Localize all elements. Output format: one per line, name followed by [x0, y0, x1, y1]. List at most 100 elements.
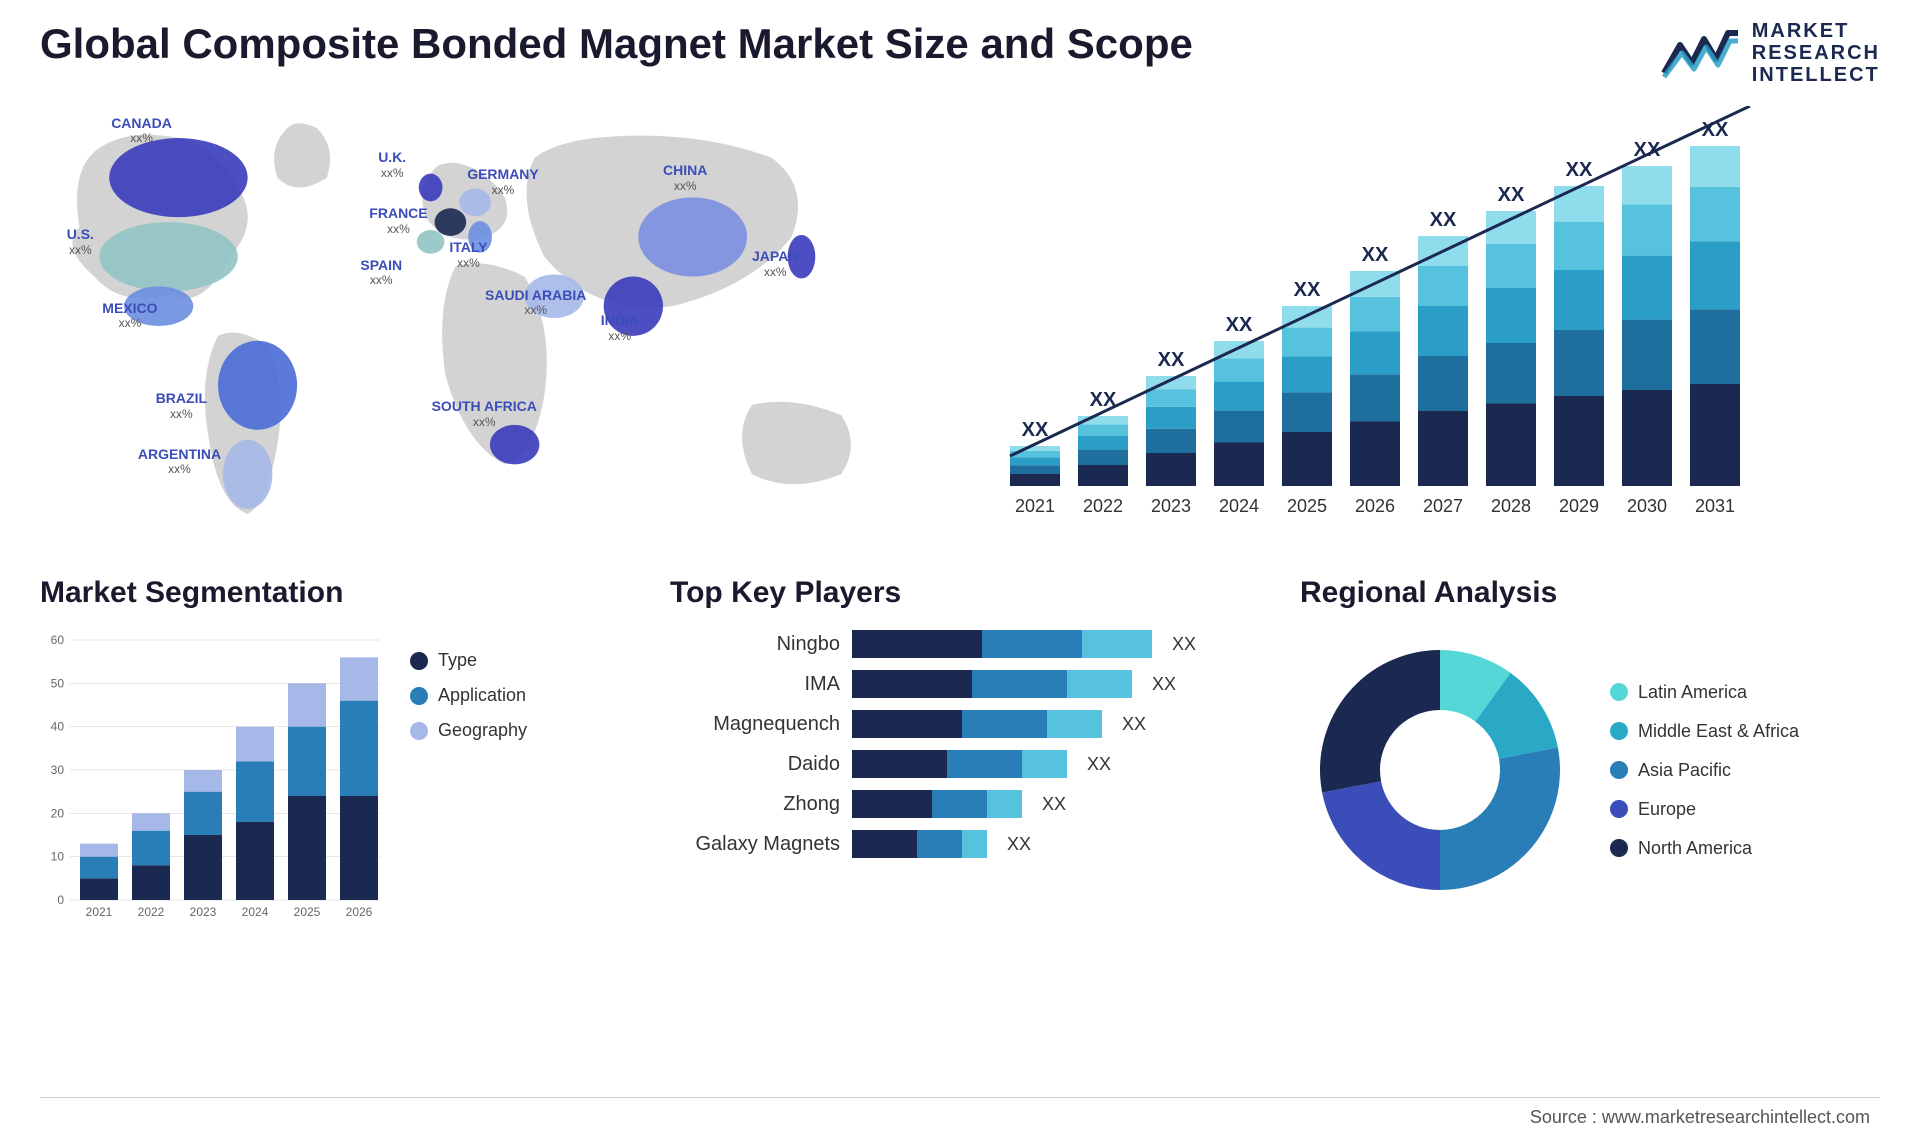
players-title: Top Key Players — [670, 576, 1250, 610]
svg-text:2027: 2027 — [1423, 496, 1463, 516]
svg-text:30: 30 — [51, 763, 65, 777]
svg-text:2025: 2025 — [294, 905, 321, 919]
player-row-ningbo: Ningbo XX — [670, 630, 1250, 658]
player-bar — [852, 630, 1152, 658]
svg-text:2028: 2028 — [1491, 496, 1531, 516]
legend-swatch — [410, 722, 428, 740]
svg-text:XX: XX — [1226, 314, 1253, 336]
players-list: NingboXXIMAXXMagnequenchXXDaidoXXZhongXX… — [670, 630, 1250, 858]
svg-text:0: 0 — [57, 893, 64, 907]
player-bar — [852, 710, 1102, 738]
map-label-u-k-: U.K.xx% — [378, 149, 406, 180]
map-label-italy: ITALYxx% — [449, 239, 487, 270]
player-bar — [852, 750, 1067, 778]
donut-legend: Latin AmericaMiddle East & AfricaAsia Pa… — [1610, 682, 1799, 859]
map-label-saudi-arabia: SAUDI ARABIAxx% — [485, 287, 586, 318]
player-bar — [852, 790, 1022, 818]
svg-text:2022: 2022 — [138, 905, 165, 919]
player-name: Daido — [670, 753, 840, 776]
svg-text:2029: 2029 — [1559, 496, 1599, 516]
svg-text:XX: XX — [1294, 279, 1321, 301]
region-legend-middle-east-africa: Middle East & Africa — [1610, 721, 1799, 742]
svg-text:2023: 2023 — [190, 905, 217, 919]
map-label-france: FRANCExx% — [369, 205, 427, 236]
player-row-zhong: Zhong XX — [670, 790, 1250, 818]
svg-text:60: 60 — [51, 633, 65, 647]
player-row-galaxy-magnets: Galaxy Magnets XX — [670, 830, 1250, 858]
regional-title: Regional Analysis — [1300, 576, 1880, 610]
player-bar — [852, 670, 1132, 698]
svg-text:2026: 2026 — [346, 905, 373, 919]
svg-text:2024: 2024 — [242, 905, 269, 919]
map-label-japan: JAPANxx% — [752, 248, 798, 279]
segmentation-title: Market Segmentation — [40, 576, 620, 610]
region-legend-latin-america: Latin America — [1610, 682, 1799, 703]
legend-swatch — [1610, 761, 1628, 779]
svg-text:2026: 2026 — [1355, 496, 1395, 516]
seg-legend-type: Type — [410, 650, 527, 671]
player-row-magnequench: MagnequenchXX — [670, 710, 1250, 738]
player-name: Galaxy Magnets — [670, 833, 840, 856]
segmentation-legend: Type Application Geography — [410, 630, 527, 930]
svg-text:2023: 2023 — [1151, 496, 1191, 516]
svg-text:2022: 2022 — [1083, 496, 1123, 516]
player-bar — [852, 830, 987, 858]
svg-text:2021: 2021 — [1015, 496, 1055, 516]
player-name: Zhong — [670, 793, 840, 816]
logo: MARKET RESEARCH INTELLECT — [1660, 20, 1880, 86]
map-label-germany: GERMANYxx% — [467, 166, 539, 197]
seg-legend-geography: Geography — [410, 720, 527, 741]
donut-chart — [1300, 630, 1580, 910]
player-row-daido: Daido XX — [670, 750, 1250, 778]
svg-text:XX: XX — [1498, 184, 1525, 206]
legend-swatch — [1610, 722, 1628, 740]
svg-text:40: 40 — [51, 720, 65, 734]
legend-swatch — [1610, 800, 1628, 818]
svg-text:XX: XX — [1362, 244, 1389, 266]
player-value: XX — [1007, 834, 1031, 855]
players-section: Top Key Players NingboXXIMAXXMagnequench… — [670, 576, 1250, 930]
region-legend-north-america: North America — [1610, 838, 1799, 859]
map-label-south-africa: SOUTH AFRICAxx% — [432, 398, 537, 429]
svg-text:XX: XX — [1158, 349, 1185, 371]
logo-icon — [1660, 25, 1740, 81]
regional-section: Regional Analysis Latin America Middle Ea… — [1300, 576, 1880, 930]
svg-text:10: 10 — [51, 850, 65, 864]
svg-text:XX: XX — [1022, 419, 1049, 441]
svg-text:2025: 2025 — [1287, 496, 1327, 516]
divider — [40, 1097, 1880, 1098]
player-value: XX — [1122, 714, 1146, 735]
segmentation-section: Market Segmentation 0 10 20 30 40 50 60 2021 202… — [40, 576, 620, 930]
svg-text:XX: XX — [1566, 159, 1593, 181]
svg-text:2024: 2024 — [1219, 496, 1259, 516]
page-title: Global Composite Bonded Magnet Market Si… — [40, 20, 1193, 68]
player-name: Ningbo — [670, 633, 840, 656]
map-label-canada: CANADAxx% — [111, 115, 172, 146]
map-label-argentina: ARGENTINAxx% — [138, 446, 221, 477]
svg-text:2021: 2021 — [86, 905, 113, 919]
svg-text:XX: XX — [1430, 209, 1457, 231]
player-name: IMA — [670, 673, 840, 696]
map-label-india: INDIAxx% — [601, 312, 639, 343]
region-legend-europe: Europe — [1610, 799, 1799, 820]
map-label-china: CHINAxx% — [663, 162, 707, 193]
legend-swatch — [1610, 839, 1628, 857]
player-value: XX — [1087, 754, 1111, 775]
source-text: Source : www.marketresearchintellect.com — [1530, 1107, 1870, 1128]
player-value: XX — [1042, 794, 1066, 815]
seg-legend-application: Application — [410, 685, 527, 706]
map-label-spain: SPAINxx% — [360, 257, 402, 288]
legend-swatch — [410, 652, 428, 670]
map-label-mexico: MEXICOxx% — [102, 300, 157, 331]
svg-text:2030: 2030 — [1627, 496, 1667, 516]
legend-swatch — [410, 687, 428, 705]
player-value: XX — [1172, 634, 1196, 655]
world-map: CANADAxx%U.S.xx%MEXICOxx%BRAZILxx%ARGENT… — [40, 106, 930, 536]
segmentation-chart: 0 10 20 30 40 50 60 2021 2022 2023 2024 2025 2026 — [40, 630, 380, 930]
svg-text:50: 50 — [51, 676, 65, 690]
growth-chart-svg: XX 2021 XX 2022 XX 2023 XX 2024 XX 2025 XX 2026 XX 20… — [990, 106, 1790, 536]
svg-text:20: 20 — [51, 806, 65, 820]
logo-text: MARKET RESEARCH INTELLECT — [1752, 20, 1880, 86]
legend-swatch — [1610, 683, 1628, 701]
map-label-u-s-: U.S.xx% — [67, 226, 94, 257]
